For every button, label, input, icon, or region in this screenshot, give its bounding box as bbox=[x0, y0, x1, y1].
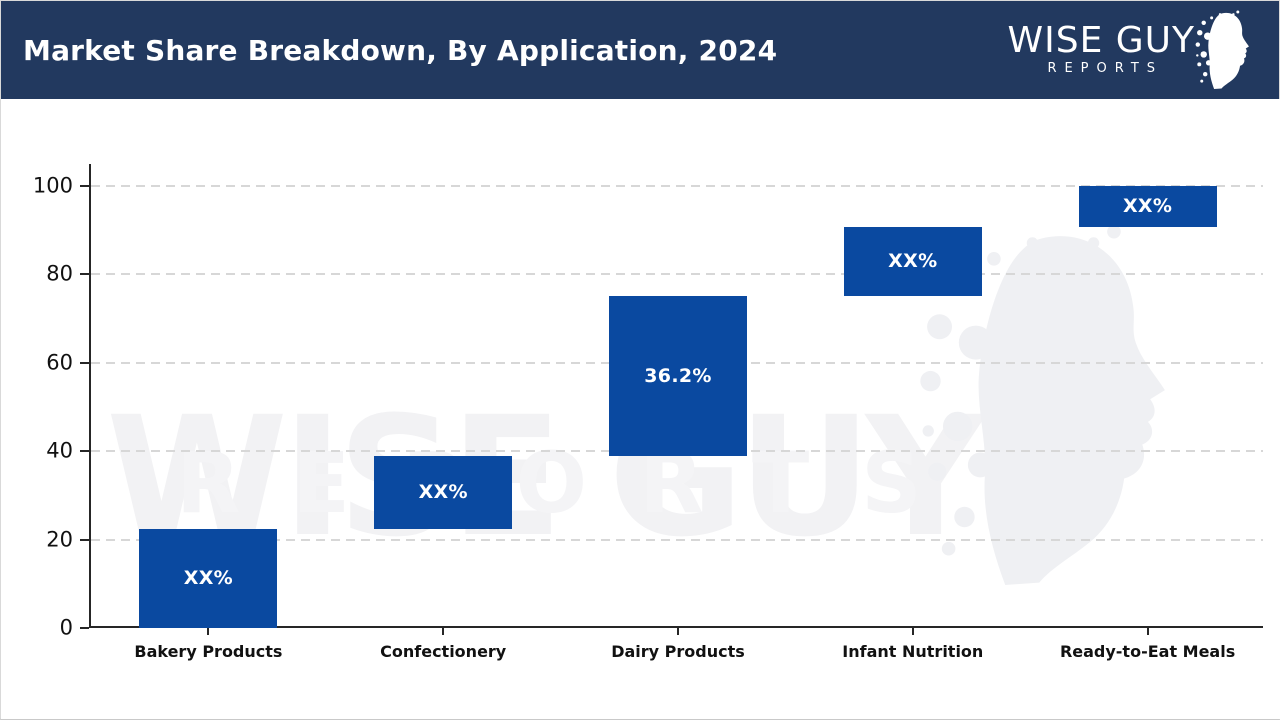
bar-segment: XX% bbox=[1078, 186, 1217, 227]
y-tick-label: 100 bbox=[32, 173, 73, 198]
bar-segment: XX% bbox=[374, 455, 513, 529]
bar-value-label: 36.2% bbox=[644, 364, 712, 387]
wiseguy-logo: WISE GUY REPORTS bbox=[1008, 7, 1266, 91]
x-tick-mark bbox=[442, 626, 445, 635]
gridline bbox=[91, 538, 1263, 541]
x-tick-label: Confectionery bbox=[380, 642, 507, 661]
logo-text: WISE GUY REPORTS bbox=[1007, 19, 1196, 77]
plot-area: 0 20 40 60 80 100 Bakery Products Confectionery… bbox=[33, 164, 1263, 661]
bar-segment: XX% bbox=[139, 528, 278, 628]
y-tick-label: 40 bbox=[46, 438, 73, 463]
gridline bbox=[91, 185, 1263, 188]
y-tick-mark bbox=[80, 361, 89, 364]
y-tick-label: 60 bbox=[46, 350, 73, 375]
y-tick-mark bbox=[80, 185, 89, 188]
y-tick-label: 20 bbox=[46, 527, 73, 552]
x-tick-mark bbox=[207, 626, 210, 635]
y-tick-mark bbox=[80, 273, 89, 276]
x-tick-mark bbox=[677, 626, 679, 635]
x-tick-label: Bakery Products bbox=[134, 642, 283, 661]
chart-container: WISE GUY REPORTS 0 20 40 60 80 100 Bakery Prod… bbox=[1, 99, 1280, 719]
x-tick-label: Infant Nutrition bbox=[842, 642, 984, 661]
bar-segment: 36.2% bbox=[609, 295, 747, 456]
x-tick-mark bbox=[1146, 626, 1149, 635]
header: Market Share Breakdown, By Application, … bbox=[1, 1, 1279, 99]
y-tick-mark bbox=[80, 450, 89, 453]
x-tick-label: Ready-to-Eat Meals bbox=[1059, 642, 1236, 661]
bar-value-label: XX% bbox=[183, 567, 234, 590]
x-tick-mark bbox=[911, 626, 914, 635]
page-title: Market Share Breakdown, By Application, … bbox=[23, 33, 778, 67]
y-tick-label: 80 bbox=[46, 261, 73, 286]
gridline bbox=[91, 273, 1263, 276]
y-tick-mark bbox=[80, 627, 89, 629]
logo-subtitle: REPORTS bbox=[1047, 61, 1164, 77]
y-tick-label: 0 bbox=[59, 615, 73, 640]
logo-wordmark: WISE GUY bbox=[1007, 19, 1195, 61]
x-tick-label: Dairy Products bbox=[611, 642, 745, 661]
bar-value-label: XX% bbox=[888, 250, 938, 273]
bar-segment: XX% bbox=[843, 226, 982, 296]
logo-face-icon bbox=[1195, 10, 1249, 90]
bar-value-label: XX% bbox=[1122, 195, 1173, 218]
y-tick-mark bbox=[80, 538, 89, 541]
bar-value-label: XX% bbox=[418, 481, 468, 504]
